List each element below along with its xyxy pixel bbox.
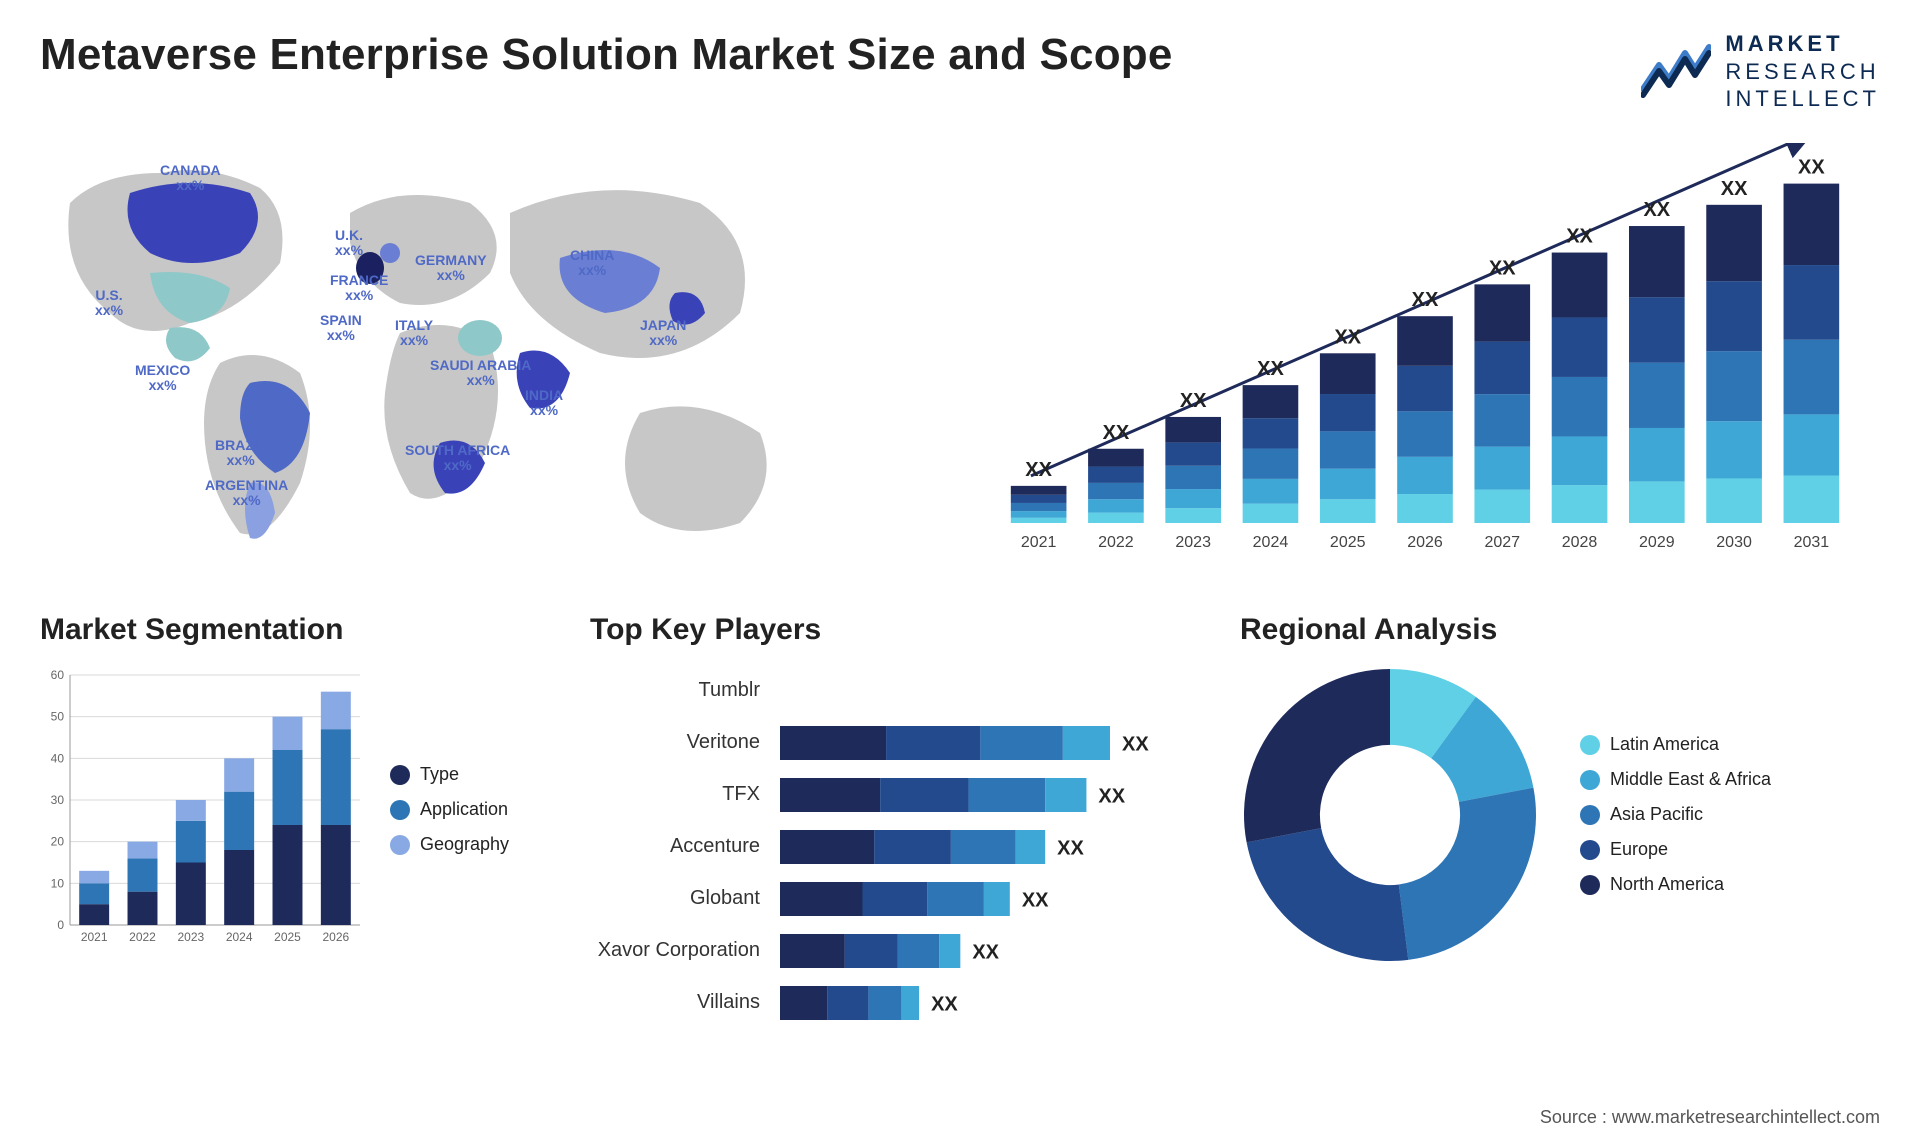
region-legend-item: North America <box>1580 874 1771 895</box>
svg-text:2023: 2023 <box>177 930 204 944</box>
players-panel: Top Key Players Tumblr Veritone TFX Accentu… <box>590 613 1210 1029</box>
svg-text:XX: XX <box>931 993 958 1015</box>
svg-text:XX: XX <box>1489 257 1516 279</box>
svg-text:2027: 2027 <box>1484 534 1520 551</box>
svg-text:XX: XX <box>1022 889 1049 911</box>
region-legend-item: Europe <box>1580 839 1771 860</box>
logo-mark-icon <box>1641 41 1711 101</box>
world-map-icon <box>40 143 940 563</box>
svg-text:2026: 2026 <box>1407 534 1443 551</box>
source-line: Source : www.marketresearchintellect.com <box>1540 1107 1880 1128</box>
map-label-brazil: BRAZILxx% <box>215 438 266 469</box>
map-label-china: CHINAxx% <box>570 248 614 279</box>
svg-text:60: 60 <box>51 668 65 682</box>
svg-text:2026: 2026 <box>322 930 349 944</box>
player-label: Veritone <box>590 731 760 754</box>
regional-legend: Latin America Middle East & Africa Asia Pa… <box>1580 734 1771 895</box>
page-title: Metaverse Enterprise Solution Market Siz… <box>40 30 1173 80</box>
svg-text:0: 0 <box>57 918 64 932</box>
players-chart: XX XX XX XX XX XX <box>780 665 1160 1029</box>
svg-text:2021: 2021 <box>81 930 108 944</box>
segmentation-legend-item: Application <box>390 799 509 820</box>
regional-heading: Regional Analysis <box>1240 613 1880 647</box>
segmentation-legend: Type Application Geography <box>390 665 509 955</box>
svg-text:XX: XX <box>972 941 999 963</box>
svg-text:XX: XX <box>1412 289 1439 311</box>
player-label: TFX <box>590 783 760 806</box>
logo-line1: MARKET <box>1725 30 1880 58</box>
svg-text:XX: XX <box>1180 389 1207 411</box>
svg-text:XX: XX <box>1566 225 1593 247</box>
svg-text:2022: 2022 <box>1098 534 1134 551</box>
segmentation-legend-item: Geography <box>390 834 509 855</box>
svg-text:30: 30 <box>51 793 65 807</box>
svg-text:XX: XX <box>1798 156 1825 178</box>
map-label-south-africa: SOUTH AFRICAxx% <box>405 443 510 474</box>
forecast-chart: XX 2021 XX 2022 XX 2023 XX 2024 XX 2025 XX 2026 XX 20… <box>980 143 1880 563</box>
players-heading: Top Key Players <box>590 613 1210 647</box>
map-label-germany: GERMANYxx% <box>415 253 487 284</box>
svg-text:XX: XX <box>1257 358 1284 380</box>
svg-text:2024: 2024 <box>226 930 253 944</box>
map-label-spain: SPAINxx% <box>320 313 362 344</box>
segmentation-chart: 0 10 20 30 40 50 60 2021 2022 2023 2024 2025 2026 <box>40 665 370 955</box>
svg-text:XX: XX <box>1643 199 1670 221</box>
segmentation-heading: Market Segmentation <box>40 613 560 647</box>
svg-text:XX: XX <box>1098 785 1125 807</box>
brand-logo: MARKET RESEARCH INTELLECT <box>1641 30 1880 113</box>
svg-text:XX: XX <box>1103 421 1130 443</box>
logo-line2: RESEARCH <box>1725 58 1880 86</box>
svg-text:2023: 2023 <box>1175 534 1211 551</box>
svg-text:2031: 2031 <box>1794 534 1830 551</box>
map-label-saudi-arabia: SAUDI ARABIAxx% <box>430 358 531 389</box>
map-label-france: FRANCExx% <box>330 273 388 304</box>
map-label-italy: ITALYxx% <box>395 318 433 349</box>
svg-text:XX: XX <box>1721 177 1748 199</box>
regional-donut <box>1240 665 1540 965</box>
player-label: Globant <box>590 887 760 910</box>
svg-text:2029: 2029 <box>1639 534 1675 551</box>
player-label: Accenture <box>590 835 760 858</box>
segmentation-legend-item: Type <box>390 764 509 785</box>
map-label-mexico: MEXICOxx% <box>135 363 190 394</box>
svg-text:2025: 2025 <box>274 930 301 944</box>
svg-text:20: 20 <box>51 834 65 848</box>
svg-text:XX: XX <box>1122 733 1149 755</box>
svg-text:2030: 2030 <box>1716 534 1752 551</box>
svg-text:50: 50 <box>51 709 65 723</box>
region-legend-item: Latin America <box>1580 734 1771 755</box>
svg-text:2021: 2021 <box>1021 534 1057 551</box>
svg-text:XX: XX <box>1334 326 1361 348</box>
svg-text:2025: 2025 <box>1330 534 1366 551</box>
map-label-canada: CANADAxx% <box>160 163 221 194</box>
player-label: Villains <box>590 991 760 1014</box>
svg-text:2028: 2028 <box>1562 534 1598 551</box>
world-map-panel: CANADAxx% U.S.xx% MEXICOxx% BRAZILxx% ARGENT… <box>40 143 940 563</box>
svg-text:2024: 2024 <box>1253 534 1289 551</box>
svg-text:XX: XX <box>1025 458 1052 480</box>
svg-text:40: 40 <box>51 751 65 765</box>
player-label: Xavor Corporation <box>590 939 760 962</box>
map-label-u-s-: U.S.xx% <box>95 288 123 319</box>
map-label-argentina: ARGENTINAxx% <box>205 478 288 509</box>
map-label-u-k-: U.K.xx% <box>335 228 363 259</box>
svg-text:10: 10 <box>51 876 65 890</box>
players-labels: Tumblr Veritone TFX Accenture Globant Xavor C… <box>590 665 760 1029</box>
map-label-india: INDIAxx% <box>525 388 563 419</box>
svg-text:2022: 2022 <box>129 930 156 944</box>
segmentation-panel: Market Segmentation 0 10 20 30 40 50 60 2021 202… <box>40 613 560 1029</box>
svg-text:XX: XX <box>1057 837 1084 859</box>
regional-panel: Regional Analysis Latin America Middle Ea… <box>1240 613 1880 1029</box>
map-label-japan: JAPANxx% <box>640 318 686 349</box>
player-label: Tumblr <box>590 679 760 702</box>
logo-line3: INTELLECT <box>1725 85 1880 113</box>
region-legend-item: Middle East & Africa <box>1580 769 1771 790</box>
region-legend-item: Asia Pacific <box>1580 804 1771 825</box>
